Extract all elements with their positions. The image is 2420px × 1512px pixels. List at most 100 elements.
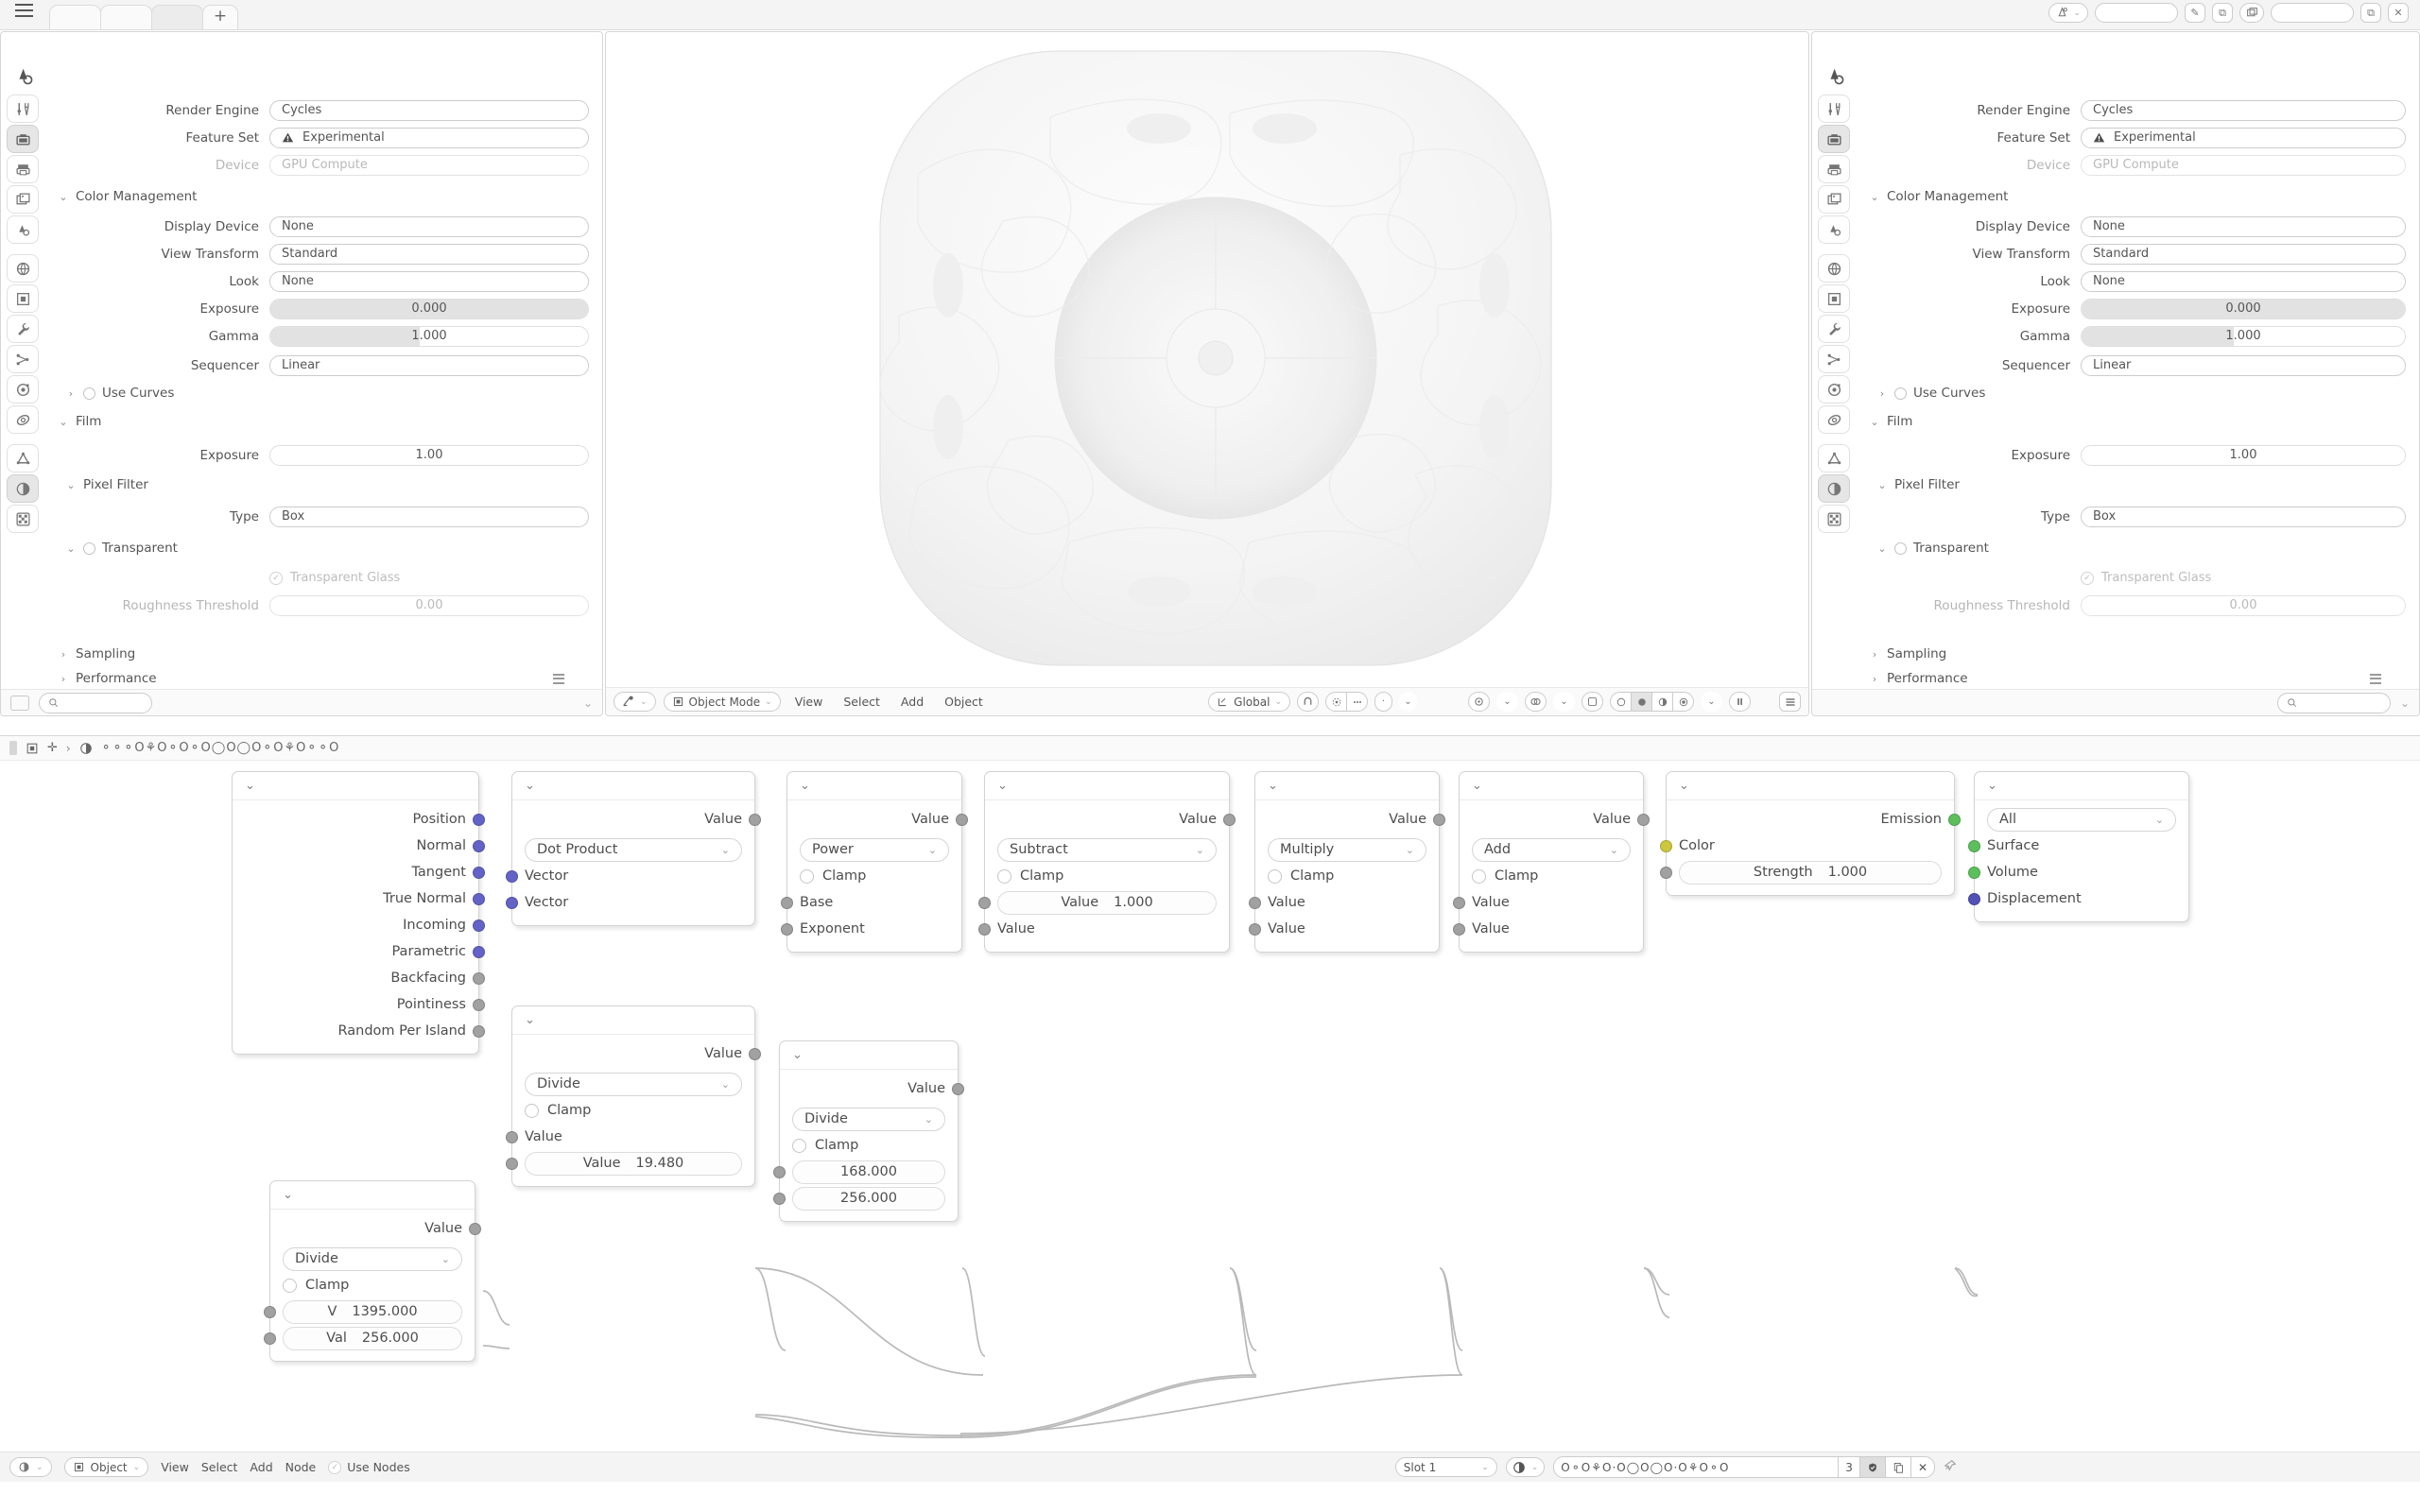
workspace-tab-2[interactable] <box>100 5 152 29</box>
output-socket[interactable] <box>473 998 485 1011</box>
node-clamp-row[interactable]: Clamp <box>780 1132 958 1159</box>
clamp-toggle[interactable] <box>1472 868 1486 884</box>
input-socket[interactable] <box>781 896 793 909</box>
cm-exposure-slider-right[interactable]: 0.000 <box>2081 298 2406 319</box>
copy-scene-icon[interactable]: ⧉ <box>2212 3 2233 23</box>
editor-type-icon[interactable] <box>10 695 29 711</box>
properties-tab-tool[interactable] <box>7 94 39 123</box>
interaction-mode-dropdown[interactable]: Object Mode ⌄ <box>663 692 781 712</box>
section-film[interactable]: ⌄ Film <box>44 409 602 434</box>
properties-tab-data[interactable] <box>7 444 39 472</box>
viewport-options-icon[interactable] <box>1779 692 1801 712</box>
node-header-math-divide-a[interactable]: ⌄ <box>512 1006 754 1035</box>
cm-gamma-slider[interactable]: 1.000 <box>269 325 589 347</box>
node-header-math-add[interactable]: ⌄ <box>1460 772 1643 800</box>
film-exposure-slider[interactable]: 1.00 <box>269 444 589 466</box>
chevron-down-icon[interactable]: ⌄ <box>1987 779 1997 793</box>
clamp-toggle[interactable] <box>800 868 814 884</box>
node-menu-select[interactable]: Select <box>200 1460 238 1474</box>
input-socket[interactable] <box>1968 839 1980 852</box>
display-device-dropdown-right[interactable]: None <box>2081 215 2406 237</box>
properties-tab-object-right[interactable] <box>1818 284 1850 313</box>
properties-tab-material[interactable] <box>7 474 39 503</box>
cm-gamma-slider-right[interactable]: 1.000 <box>2081 325 2406 347</box>
input-socket[interactable] <box>1453 896 1465 909</box>
section-pixel-filter[interactable]: ⌄ Pixel Filter <box>44 472 602 497</box>
clamp-toggle[interactable] <box>792 1138 806 1153</box>
node-header-math-divide-b[interactable]: ⌄ <box>780 1041 958 1070</box>
viewlayer-name-field[interactable] <box>2271 3 2354 23</box>
input-socket[interactable] <box>264 1332 276 1345</box>
input-socket[interactable] <box>506 1157 518 1170</box>
output-socket[interactable] <box>469 1222 481 1235</box>
input-socket[interactable] <box>773 1192 786 1205</box>
node-math-add[interactable]: ⌄ Value Add ⌄ Clamp Value Value <box>1453 771 1650 953</box>
operation-dropdown[interactable]: Dot Product ⌄ <box>525 837 742 862</box>
node-header-material-output[interactable]: ⌄ <box>1975 772 2188 800</box>
node-header-emission[interactable]: ⌄ <box>1667 772 1954 800</box>
node-clamp-row[interactable]: Clamp <box>512 1097 754 1124</box>
properties-tab-render[interactable] <box>7 125 39 153</box>
target-dropdown[interactable]: All ⌄ <box>1987 807 2176 832</box>
output-socket[interactable] <box>473 892 485 905</box>
node-math-divide-a[interactable]: ⌄ Value Divide ⌄ Clamp Value Value 19.480 <box>506 1005 761 1187</box>
view-transform-dropdown-right[interactable]: Standard <box>2081 243 2406 265</box>
output-socket[interactable] <box>749 1047 761 1060</box>
shader-type-dropdown[interactable]: Object ⌄ <box>63 1457 149 1477</box>
workspace-tab-1[interactable] <box>49 5 101 29</box>
input-socket[interactable] <box>773 1165 786 1178</box>
node-geometry[interactable]: ⌄ Position Normal Tangent True Normal Incomin… <box>232 771 485 1055</box>
chevron-down-icon[interactable]: ⌄ <box>1268 779 1278 793</box>
use-nodes-checkbox[interactable]: ✓ Use Nodes <box>328 1460 410 1474</box>
clamp-toggle[interactable] <box>997 868 1011 884</box>
output-socket[interactable] <box>1433 813 1445 826</box>
input-socket[interactable] <box>506 896 518 909</box>
shading-wireframe-icon[interactable] <box>1610 692 1632 712</box>
node-menu-add[interactable]: Add <box>250 1460 273 1474</box>
look-dropdown[interactable]: None <box>269 270 589 292</box>
properties-tab-constraints[interactable] <box>7 405 39 434</box>
remove-viewlayer-icon[interactable]: ✕ <box>2388 3 2409 23</box>
breadcrumb-material-name[interactable]: ⚬⚬⚬O⚘O⚬O⚬O◯O◯O⚬O⚘O⚬⚬O <box>100 741 340 755</box>
output-socket[interactable] <box>1223 813 1236 826</box>
properties-tab-output-right[interactable] <box>1818 155 1850 183</box>
operation-dropdown[interactable]: Divide ⌄ <box>525 1072 742 1096</box>
node-clamp-row[interactable]: Clamp <box>270 1272 475 1298</box>
section-transparent-right[interactable]: ⌄ Transparent <box>1856 536 2419 560</box>
viewport-menu-add[interactable]: Add <box>900 695 925 709</box>
viewport-camera-icon[interactable] <box>1468 692 1490 712</box>
chevron-down-icon[interactable]: ⌄ <box>1399 692 1417 712</box>
x-icon[interactable]: ✕ <box>1910 1457 1934 1477</box>
snap-magnet-icon[interactable] <box>1297 692 1319 712</box>
add-workspace-button[interactable]: + <box>202 5 238 29</box>
row-use-curves-right[interactable]: › Use Curves <box>1856 381 2419 405</box>
copy-icon[interactable] <box>1884 1457 1910 1477</box>
properties-tab-view-layer[interactable] <box>7 185 39 214</box>
add-viewlayer-icon[interactable]: ⧉ <box>2360 3 2381 23</box>
pause-icon[interactable] <box>1729 692 1751 712</box>
input-socket[interactable] <box>1249 922 1261 936</box>
node-vector-math-dot[interactable]: ⌄ Value Dot Product ⌄ Vector Vector <box>506 771 761 926</box>
row-use-curves[interactable]: › Use Curves <box>44 381 602 405</box>
input-value-field[interactable]: Value 1.000 <box>997 890 1217 915</box>
use-curves-toggle-right[interactable] <box>1894 387 1907 400</box>
clamp-toggle[interactable] <box>283 1278 297 1293</box>
input-socket[interactable] <box>1453 922 1465 936</box>
input-socket[interactable] <box>1249 896 1261 909</box>
properties-tab-view-layer-right[interactable] <box>1818 185 1850 214</box>
feature-set-dropdown-right[interactable]: Experimental <box>2081 127 2406 148</box>
input-value-field[interactable]: V 1395.000 <box>283 1299 462 1324</box>
node-header-math-divide-c[interactable]: ⌄ <box>270 1181 475 1210</box>
input-value-field[interactable]: 168.000 <box>792 1160 945 1184</box>
chevron-down-icon[interactable]: ⌄ <box>997 779 1008 793</box>
pin-icon[interactable] <box>1944 1459 1957 1475</box>
properties-tab-modifiers[interactable] <box>7 315 39 343</box>
material-name-field[interactable]: O⚬O⚘O·O◯O◯O·O⚘O⚬O <box>1561 1460 1730 1474</box>
plus-icon[interactable]: ✛ <box>47 741 58 755</box>
input-value-field[interactable]: Val 256.000 <box>283 1326 462 1350</box>
node-math-divide-c[interactable]: ⌄ Value Divide ⌄ Clamp V 1395.000 Val 256.000 <box>264 1180 481 1362</box>
transform-orientation-dropdown[interactable]: Global ⌄ <box>1208 692 1290 712</box>
feature-set-dropdown[interactable]: Experimental <box>269 127 589 148</box>
section-debug-right[interactable]: ›Debug <box>1856 715 2419 716</box>
section-transparent[interactable]: ⌄ Transparent <box>44 536 602 560</box>
